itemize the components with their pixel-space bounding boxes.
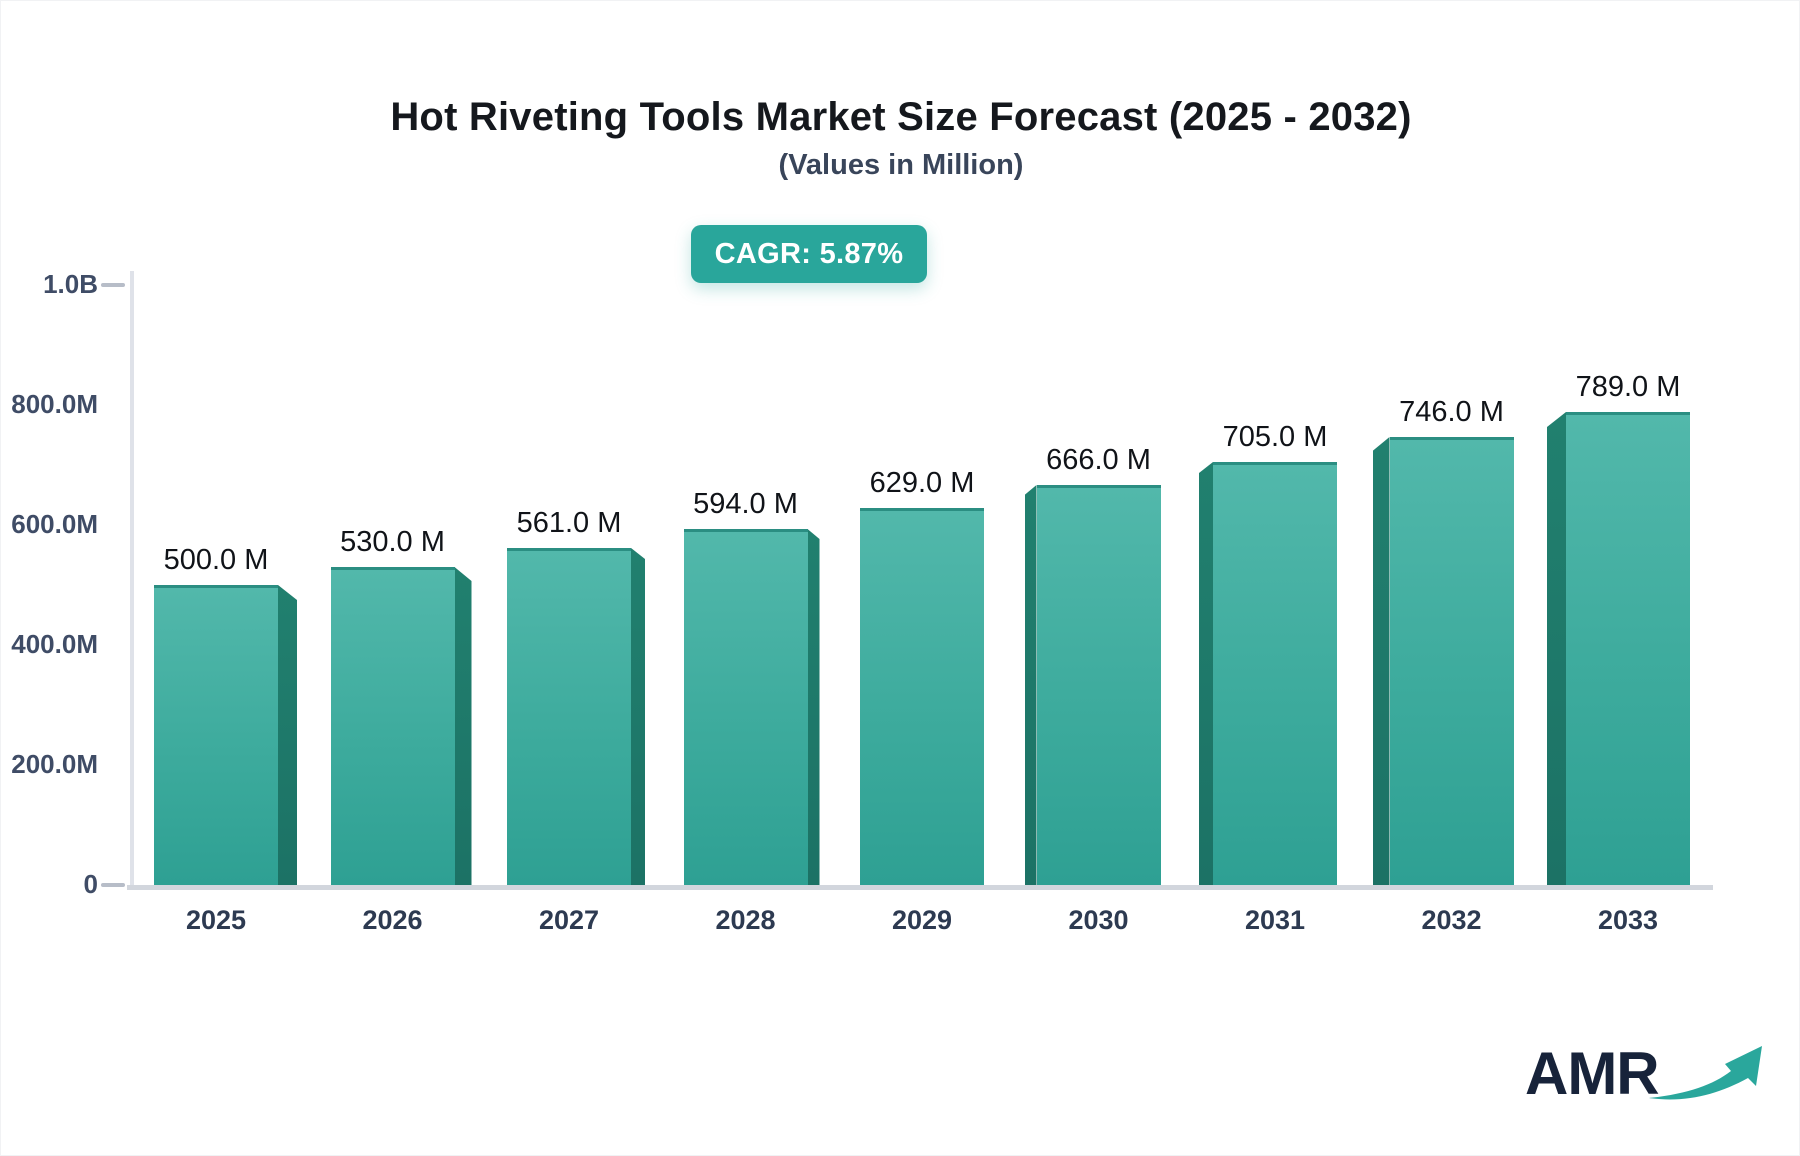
amr-logo: AMR: [1525, 1039, 1762, 1119]
bar-value-label: 705.0 M: [1222, 421, 1328, 453]
x-tick-2027: 2027: [538, 905, 600, 935]
y-tick-mark: [101, 283, 125, 287]
y-tick-mark: [101, 883, 125, 887]
x-tick-2033: 2033: [1597, 905, 1659, 935]
bar-value-label: 500.0 M: [163, 544, 269, 576]
bar-2029: [860, 508, 984, 885]
bar-side-3d: [1199, 462, 1213, 885]
bar-side-3d: [1372, 437, 1390, 885]
bar-side-3d: [1024, 485, 1037, 885]
bar-2028: [683, 529, 808, 885]
bar-value-label: 789.0 M: [1575, 371, 1681, 403]
bar-2031: [1213, 462, 1337, 885]
bar-2032: [1389, 437, 1514, 885]
amr-logo-text: AMR: [1525, 1040, 1660, 1107]
bar-2025: [154, 585, 278, 885]
x-tick-2030: 2030: [1068, 905, 1129, 935]
y-tick-label: 400.0M: [11, 629, 98, 659]
x-tick-2025: 2025: [185, 905, 247, 935]
bar-value-label: 666.0 M: [1046, 444, 1151, 476]
growth-arrow-icon: [1649, 1046, 1762, 1100]
bar-value-label: 746.0 M: [1399, 396, 1504, 428]
bar-side-3d: [1547, 412, 1566, 885]
x-tick-2029: 2029: [891, 905, 953, 935]
bar-side-3d: [807, 529, 820, 885]
cagr-badge: CAGR: 5.87%: [691, 225, 927, 283]
bar-2030: [1036, 485, 1161, 885]
y-tick-label: 0: [83, 869, 98, 899]
bar-side-3d: [454, 567, 472, 885]
bar-value-label: 530.0 M: [340, 526, 445, 558]
cagr-badge-label: CAGR: 5.87%: [714, 237, 904, 270]
x-tick-2028: 2028: [715, 905, 776, 935]
bar-value-label: 629.0 M: [869, 467, 975, 499]
x-tick-2031: 2031: [1244, 905, 1306, 935]
x-tick-2032: 2032: [1421, 905, 1482, 935]
bar-2027: [507, 548, 631, 885]
y-tick-label: 800.0M: [11, 389, 98, 419]
bar-side-3d: [631, 548, 645, 885]
chart-title: Hot Riveting Tools Market Size Forecast …: [390, 95, 1412, 139]
y-tick-label: 600.0M: [11, 509, 98, 539]
y-tick-label: 1.0B: [43, 269, 98, 299]
y-tick-label: 200.0M: [11, 749, 98, 779]
bar-value-label: 561.0 M: [516, 507, 622, 539]
bar-2026: [330, 567, 455, 885]
y-axis-line: [130, 271, 134, 889]
x-tick-2026: 2026: [362, 905, 423, 935]
bar-2033: [1566, 412, 1690, 885]
bar-value-label: 594.0 M: [693, 488, 798, 520]
x-axis-baseline: [127, 885, 1713, 890]
bar-side-3d: [278, 585, 297, 885]
chart-subtitle: (Values in Million): [778, 149, 1024, 181]
